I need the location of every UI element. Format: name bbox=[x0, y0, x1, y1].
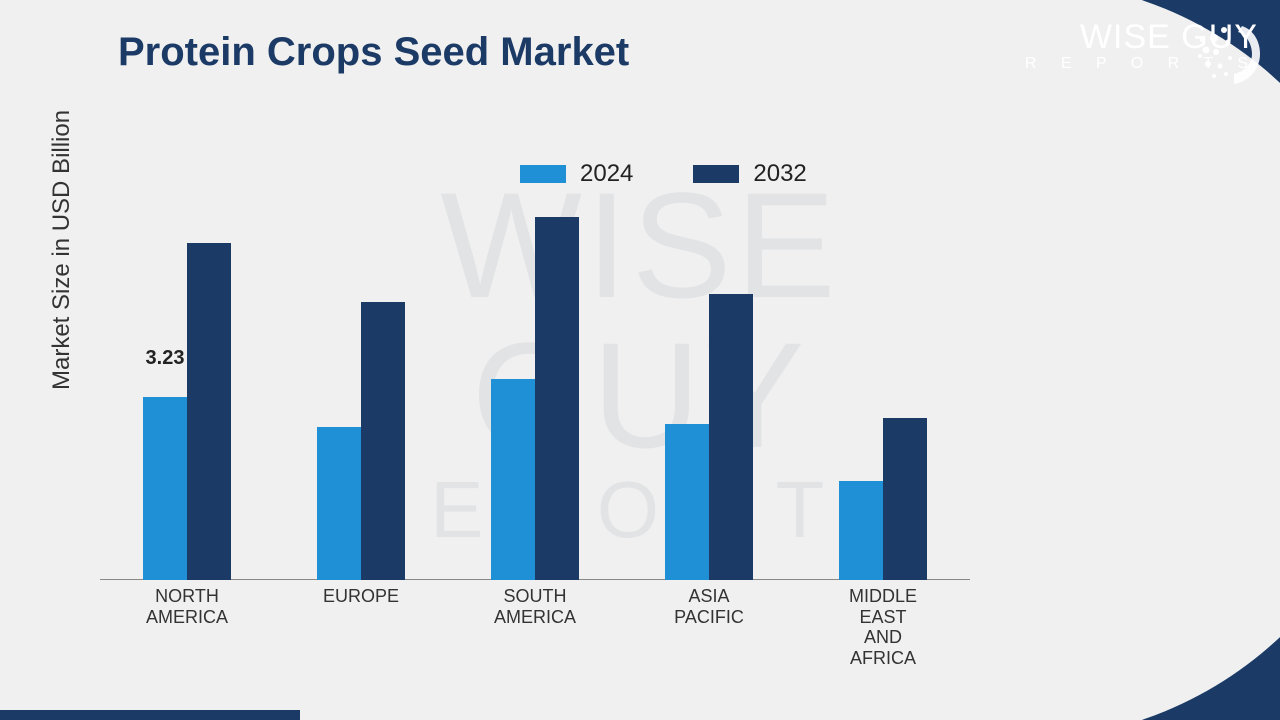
bar-2024 bbox=[317, 427, 361, 580]
bar-2032 bbox=[361, 302, 405, 580]
category-label: EUROPE bbox=[274, 580, 448, 607]
legend-item-2032: 2032 bbox=[693, 160, 806, 188]
legend-item-2024: 2024 bbox=[520, 160, 633, 188]
legend-swatch-2032 bbox=[693, 165, 739, 183]
category-label: MIDDLEEASTANDAFRICA bbox=[796, 580, 970, 669]
category-label: NORTHAMERICA bbox=[100, 580, 274, 627]
legend-label-2024: 2024 bbox=[580, 160, 633, 188]
bar-group: MIDDLEEASTANDAFRICA bbox=[796, 418, 970, 580]
bar-value-label: 3.23 bbox=[146, 347, 185, 370]
bottom-accent-bar bbox=[0, 710, 300, 720]
bar-2032 bbox=[709, 294, 753, 580]
bar-2024 bbox=[665, 424, 709, 580]
chart-title: Protein Crops Seed Market bbox=[118, 30, 629, 75]
legend-swatch-2024 bbox=[520, 165, 566, 183]
bar-2024 bbox=[491, 379, 535, 580]
bar-group: ASIAPACIFIC bbox=[622, 294, 796, 580]
legend-label-2032: 2032 bbox=[753, 160, 806, 188]
bar-2032 bbox=[883, 418, 927, 580]
bar-group: SOUTHAMERICA bbox=[448, 217, 622, 580]
brand-logo: WISE GUY R E P O R T S bbox=[1025, 18, 1258, 73]
bar-group: EUROPE bbox=[274, 302, 448, 580]
stage: WISE GUY REPORTS WISE GUY R E P O R T S … bbox=[0, 0, 1280, 720]
y-axis-label: Market Size in USD Billion bbox=[48, 110, 76, 390]
head-dots-icon bbox=[1194, 20, 1264, 90]
bar-2032 bbox=[535, 217, 579, 580]
bar-2032 bbox=[187, 243, 231, 580]
bar-group: NORTHAMERICA3.23 bbox=[100, 243, 274, 580]
category-label: SOUTHAMERICA bbox=[448, 580, 622, 627]
bar-2024 bbox=[839, 481, 883, 580]
legend: 2024 2032 bbox=[520, 160, 807, 188]
bar-chart: NORTHAMERICA3.23EUROPESOUTHAMERICAASIAPA… bbox=[100, 200, 970, 580]
bar-2024 bbox=[143, 397, 187, 580]
category-label: ASIAPACIFIC bbox=[622, 580, 796, 627]
